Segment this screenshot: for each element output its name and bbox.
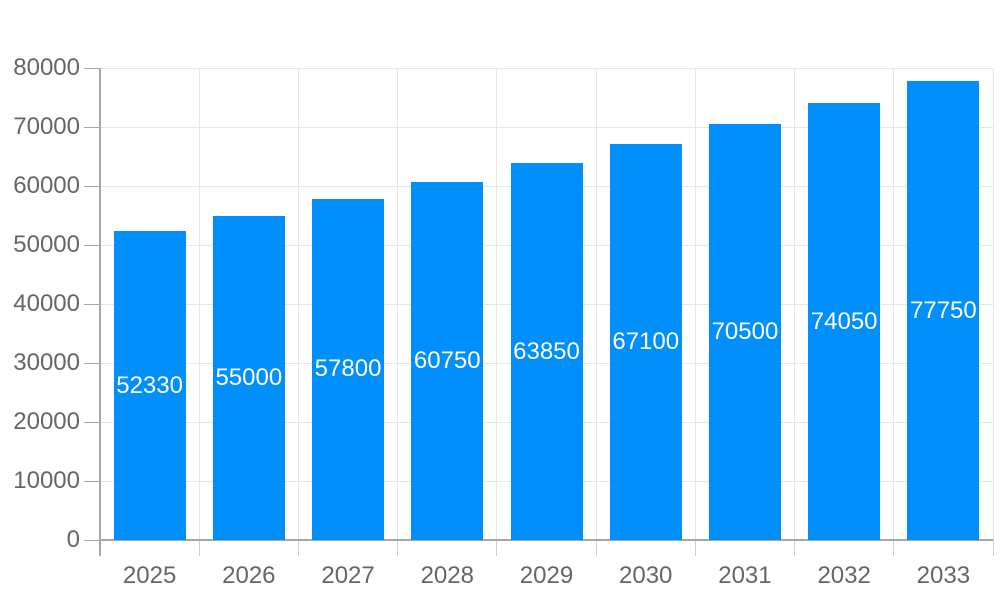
bar-value-label: 74050 <box>810 307 878 335</box>
y-axis-label: 20000 <box>13 408 80 435</box>
bar-2032[interactable] <box>808 103 881 540</box>
v-gridline <box>297 68 299 540</box>
x-tick <box>397 540 399 556</box>
x-axis-label: 2030 <box>619 562 673 589</box>
y-axis-label: 30000 <box>13 349 80 376</box>
h-gridline <box>100 67 993 69</box>
y-tick <box>84 539 100 541</box>
bar-value-label: 67100 <box>612 328 680 356</box>
x-axis-label: 2028 <box>420 562 474 589</box>
x-tick <box>496 540 498 556</box>
x-tick <box>992 540 994 556</box>
y-tick <box>84 362 100 364</box>
y-tick <box>84 126 100 128</box>
x-axis-label: 2032 <box>817 562 871 589</box>
x-tick <box>694 540 696 556</box>
bar-2026[interactable] <box>212 215 285 540</box>
bar-2028[interactable] <box>411 181 484 540</box>
bar-2027[interactable] <box>312 198 385 540</box>
y-tick <box>84 185 100 187</box>
bar-2033[interactable] <box>907 81 980 540</box>
bar-value-label: 52330 <box>116 371 183 399</box>
y-tick <box>84 67 100 69</box>
h-gridline <box>100 126 993 128</box>
y-axis-line <box>99 68 101 556</box>
x-axis-label: 2033 <box>916 562 971 589</box>
v-gridline <box>794 68 796 540</box>
bar-value-label: 60750 <box>413 346 481 374</box>
bar-2031[interactable] <box>708 124 781 540</box>
y-tick <box>84 421 100 423</box>
bar-value-label: 63850 <box>513 337 580 365</box>
v-gridline <box>694 68 696 540</box>
x-axis-label: 2025 <box>122 562 177 589</box>
bar-2030[interactable] <box>609 144 682 540</box>
x-tick <box>297 540 299 556</box>
x-tick <box>893 540 895 556</box>
x-axis-label: 2026 <box>222 562 276 589</box>
v-gridline <box>397 68 399 540</box>
y-tick <box>84 244 100 246</box>
x-axis-label: 2031 <box>718 562 772 589</box>
x-tick <box>794 540 796 556</box>
x-tick <box>198 540 200 556</box>
v-gridline <box>893 68 895 540</box>
bar-2029[interactable] <box>510 163 583 540</box>
v-gridline <box>595 68 597 540</box>
y-axis-label: 80000 <box>13 54 80 81</box>
y-tick <box>84 303 100 305</box>
bar-2025[interactable] <box>113 231 186 540</box>
v-gridline <box>992 68 994 540</box>
x-axis-label: 2029 <box>519 562 574 589</box>
y-axis-label: 0 <box>66 526 80 553</box>
v-gridline <box>198 68 200 540</box>
y-axis-label: 40000 <box>13 290 80 317</box>
y-axis-label: 10000 <box>13 467 80 494</box>
v-gridline <box>496 68 498 540</box>
bar-value-label: 55000 <box>215 363 283 391</box>
x-axis-label: 2027 <box>321 562 375 589</box>
x-tick <box>595 540 597 556</box>
y-axis-label: 50000 <box>13 231 80 258</box>
bar-value-label: 57800 <box>314 355 382 383</box>
y-tick <box>84 480 100 482</box>
bar-value-label: 77750 <box>910 296 977 324</box>
y-axis-label: 60000 <box>13 172 80 199</box>
x-axis-line <box>100 539 993 541</box>
y-axis-label: 70000 <box>13 113 80 140</box>
bar-value-label: 70500 <box>711 318 779 346</box>
